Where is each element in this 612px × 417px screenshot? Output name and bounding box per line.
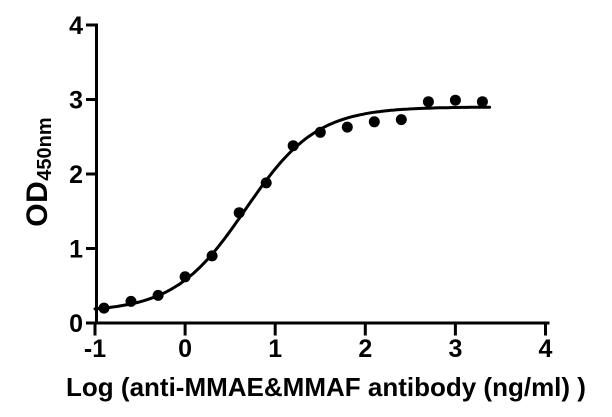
y-axis-title-subscript: 450nm xyxy=(34,117,57,181)
data-point xyxy=(422,96,434,108)
x-tick-label: 2 xyxy=(358,335,372,363)
y-tick-label: 1 xyxy=(69,236,83,264)
data-point xyxy=(206,250,218,262)
fit-curve-group xyxy=(93,105,492,311)
data-point xyxy=(287,140,299,152)
tick-marks-group xyxy=(86,23,547,336)
data-point xyxy=(341,121,353,133)
x-tick-label: 3 xyxy=(448,335,462,363)
x-axis-title: Log (anti-MMAE&MMAF antibody (ng/ml) ) xyxy=(66,372,586,402)
data-point xyxy=(179,271,191,283)
y-axis-title-main: OD xyxy=(21,180,54,227)
y-tick-label: 2 xyxy=(69,161,83,189)
data-point xyxy=(476,96,488,108)
y-tick-label: 4 xyxy=(69,12,83,40)
x-tick-label: 4 xyxy=(539,335,553,363)
x-tick-label: 0 xyxy=(178,335,192,363)
x-tick-label: -1 xyxy=(84,335,106,363)
data-point xyxy=(152,289,164,301)
y-tick-label: 3 xyxy=(69,87,83,115)
data-point xyxy=(233,207,245,219)
fit-curve xyxy=(93,105,492,311)
data-point xyxy=(98,302,110,314)
data-point xyxy=(368,116,380,128)
data-point xyxy=(125,295,137,307)
data-point xyxy=(260,177,272,189)
axes-group xyxy=(93,23,550,325)
x-tick-label: 1 xyxy=(268,335,282,363)
data-point xyxy=(314,126,326,138)
y-axis-title: OD450nm xyxy=(21,117,57,227)
data-point xyxy=(449,94,461,106)
y-tick-label: 0 xyxy=(69,310,83,338)
data-point xyxy=(395,114,407,126)
data-points-group xyxy=(98,94,488,314)
